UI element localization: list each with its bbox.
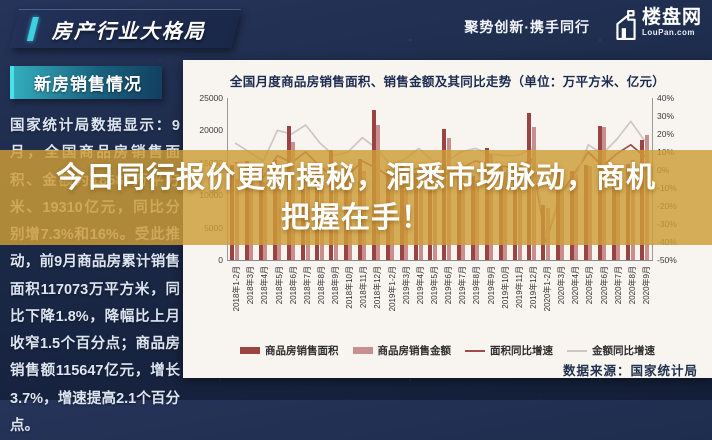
x-axis-label: 2019年7月 — [458, 266, 468, 305]
legend-swatch-bar — [240, 347, 260, 354]
legend-label: 商品房销售面积 — [265, 345, 339, 357]
x-axis-label: 2019年3月 — [401, 266, 411, 305]
x-axis-label: 2018年5月 — [274, 266, 284, 305]
promo-text-line2: 把握在手！ — [280, 201, 431, 234]
x-axis-label: 2020年9月 — [641, 266, 651, 305]
sidebar: 新房销售情况 国家统计局数据显示：9月，全国商品房销售面积、金额为18587万平… — [10, 66, 180, 440]
logo-domain: LouPan.com — [641, 28, 695, 37]
x-axis-label: 2018年7月 — [302, 266, 312, 305]
x-axis-label: 2020年8月 — [627, 266, 637, 305]
legend-item: 商品房销售金额 — [352, 343, 452, 358]
x-axis-label: 2019年9月 — [486, 266, 496, 305]
x-axis-label: 2018年4月 — [260, 266, 270, 305]
x-axis-label: 2019年6月 — [444, 266, 454, 305]
x-axis-label: 2020年6月 — [599, 266, 609, 305]
legend-swatch-line — [465, 349, 485, 352]
x-axis-label: 2018年3月 — [246, 266, 256, 305]
sidebar-header: 新房销售情况 — [10, 66, 162, 99]
legend-swatch-line — [567, 349, 587, 352]
x-axis-label: 2018年10月 — [345, 266, 355, 309]
legend-item: 面积同比增速 — [465, 343, 553, 358]
x-axis-label: 2020年1-2月 — [543, 266, 552, 312]
chart-legend: 商品房销售面积 商品房销售金额 面积同比增速 金额同比增速 — [183, 343, 712, 358]
header-tagline: 聚势创新·携手同行 — [464, 19, 590, 35]
banner-title: 房产行业大格局 — [51, 20, 206, 43]
right-axis-tick: 20% — [657, 129, 675, 139]
sidebar-title: 新房销售情况 — [34, 75, 142, 94]
legend-label: 商品房销售金额 — [377, 345, 452, 357]
x-axis-label: 2018年8月 — [316, 266, 326, 305]
right-axis-tick: -50% — [657, 255, 677, 265]
x-axis-label: 2018年1-2月 — [232, 266, 242, 312]
x-axis-label: 2020年4月 — [571, 266, 581, 305]
legend-label: 金额同比增速 — [592, 345, 655, 357]
x-axis-label: 2018年9月 — [331, 266, 340, 305]
data-source-label: 数据来源：国家统计局 — [562, 364, 698, 378]
x-axis-label: 2018年11月 — [359, 266, 369, 309]
x-axis-label: 2019年11月 — [514, 266, 524, 309]
logo-name: 楼盘网 — [641, 7, 702, 28]
x-axis-label: 2020年7月 — [613, 266, 623, 305]
x-axis-label: 2019年10月 — [500, 266, 510, 309]
top-banner: 房产行业大格局 — [9, 9, 241, 48]
right-axis-tick: 30% — [657, 111, 675, 121]
left-axis-tick: 25000 — [199, 93, 223, 103]
promo-overlay-band: 今日同行报价更新揭秘，洞悉市场脉动，商机 把握在手！ — [0, 150, 712, 245]
x-axis-label: 2019年1-2月 — [387, 266, 397, 312]
legend-item: 金额同比增速 — [567, 343, 655, 358]
promo-text-line1: 今日同行报价更新揭秘，洞悉市场脉动，商机 — [55, 161, 656, 194]
house-icon — [616, 10, 636, 40]
x-axis-label: 2019年12月 — [528, 266, 538, 309]
legend-item: 商品房销售面积 — [240, 343, 339, 358]
legend-label: 面积同比增速 — [490, 345, 553, 357]
x-axis-label: 2019年4月 — [415, 266, 425, 305]
loupan-logo: 楼盘网 LouPan.com — [613, 8, 702, 40]
x-axis-label: 2019年5月 — [429, 266, 439, 305]
banner-slash-accent — [26, 17, 39, 41]
x-axis-label: 2020年3月 — [557, 266, 567, 305]
left-axis-tick: 0 — [218, 255, 223, 265]
chart-title: 全国月度商品房销售面积、销售金额及其同比走势（单位：万平方米、亿元） — [229, 75, 666, 89]
right-axis-tick: 40% — [657, 93, 675, 103]
x-axis-label: 2018年12月 — [373, 266, 383, 309]
x-axis-label: 2020年5月 — [585, 266, 595, 305]
legend-swatch-bar — [352, 347, 373, 354]
x-axis-label: 2019年8月 — [472, 266, 482, 305]
left-axis-tick: 20000 — [199, 125, 223, 136]
x-axis-label: 2018年6月 — [288, 266, 298, 305]
